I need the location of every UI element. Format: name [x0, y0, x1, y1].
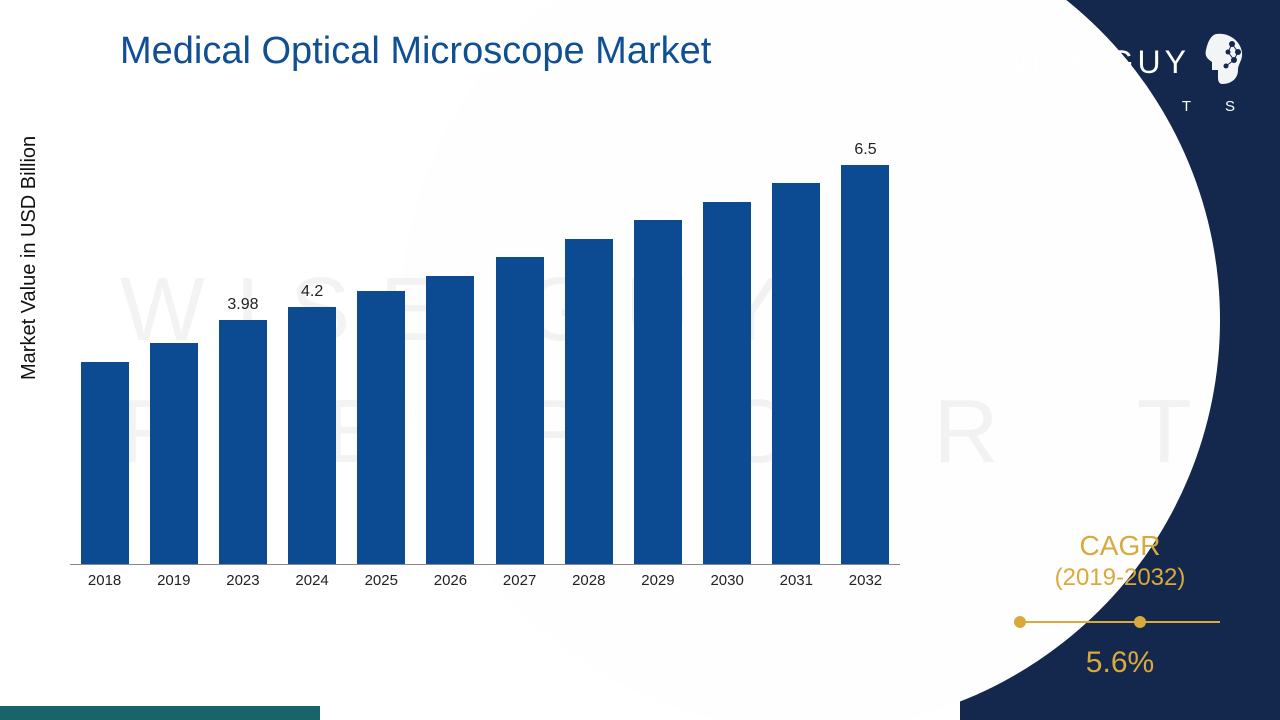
bar-slot	[762, 165, 831, 565]
bar-slot	[70, 165, 139, 565]
bar	[703, 202, 751, 565]
x-tick-label: 2032	[831, 572, 900, 589]
cagr-track	[1020, 621, 1220, 623]
bar-value-label: 4.2	[301, 283, 323, 301]
bar	[150, 343, 198, 565]
bar	[219, 320, 267, 565]
bar	[357, 291, 405, 565]
x-axis-line	[70, 564, 900, 565]
cagr-title: CAGR	[990, 530, 1250, 562]
bar	[772, 183, 820, 565]
brand-logo: WISE GUY R E P O R T S	[958, 30, 1250, 115]
bar-slot	[623, 165, 692, 565]
bar	[841, 165, 889, 565]
bar-slot	[347, 165, 416, 565]
bar	[634, 220, 682, 565]
x-axis-ticks: 2018201920232024202520262027202820292030…	[70, 572, 900, 589]
bar-slot	[554, 165, 623, 565]
bar-slot	[693, 165, 762, 565]
x-tick-label: 2027	[485, 572, 554, 589]
bar	[565, 239, 613, 565]
y-axis-label: Market Value in USD Billion	[18, 136, 41, 380]
bar	[81, 362, 129, 565]
bar-slot	[485, 165, 554, 565]
x-tick-label: 2018	[70, 572, 139, 589]
x-tick-label: 2019	[139, 572, 208, 589]
x-tick-label: 2024	[278, 572, 347, 589]
bar-slot: 4.2	[278, 165, 347, 565]
x-tick-label: 2025	[347, 572, 416, 589]
x-tick-label: 2026	[416, 572, 485, 589]
cagr-range: (2019-2032)	[990, 564, 1250, 592]
cagr-slider	[1020, 612, 1220, 632]
logo-sub-text: R E P O R T S	[958, 98, 1250, 115]
bar-chart: 3.98 4.2 6.5	[70, 165, 900, 565]
chart-title: Medical Optical Microscope Market	[120, 30, 711, 73]
bar	[426, 276, 474, 565]
bar-slot	[416, 165, 485, 565]
x-tick-label: 2028	[554, 572, 623, 589]
cagr-value: 5.6%	[990, 646, 1250, 680]
cagr-dot	[1014, 616, 1026, 628]
x-tick-label: 2029	[623, 572, 692, 589]
market-infographic: WISE GUY R E P O R T S Medical Optical M…	[0, 0, 1280, 720]
bar-value-label: 3.98	[227, 296, 258, 314]
cagr-dot	[1134, 616, 1146, 628]
x-tick-label: 2023	[208, 572, 277, 589]
logo-main-text: WISE GUY	[958, 30, 1250, 94]
bar-value-label: 6.5	[854, 141, 876, 159]
head-icon	[1198, 30, 1250, 94]
bar-slot: 3.98	[208, 165, 277, 565]
bottom-accent-stripe	[0, 706, 320, 720]
x-tick-label: 2031	[762, 572, 831, 589]
bar-slot: 6.5	[831, 165, 900, 565]
cagr-block: CAGR (2019-2032) 5.6%	[990, 530, 1250, 680]
bar	[288, 307, 336, 565]
bar-slot	[139, 165, 208, 565]
bar	[496, 257, 544, 565]
x-tick-label: 2030	[693, 572, 762, 589]
